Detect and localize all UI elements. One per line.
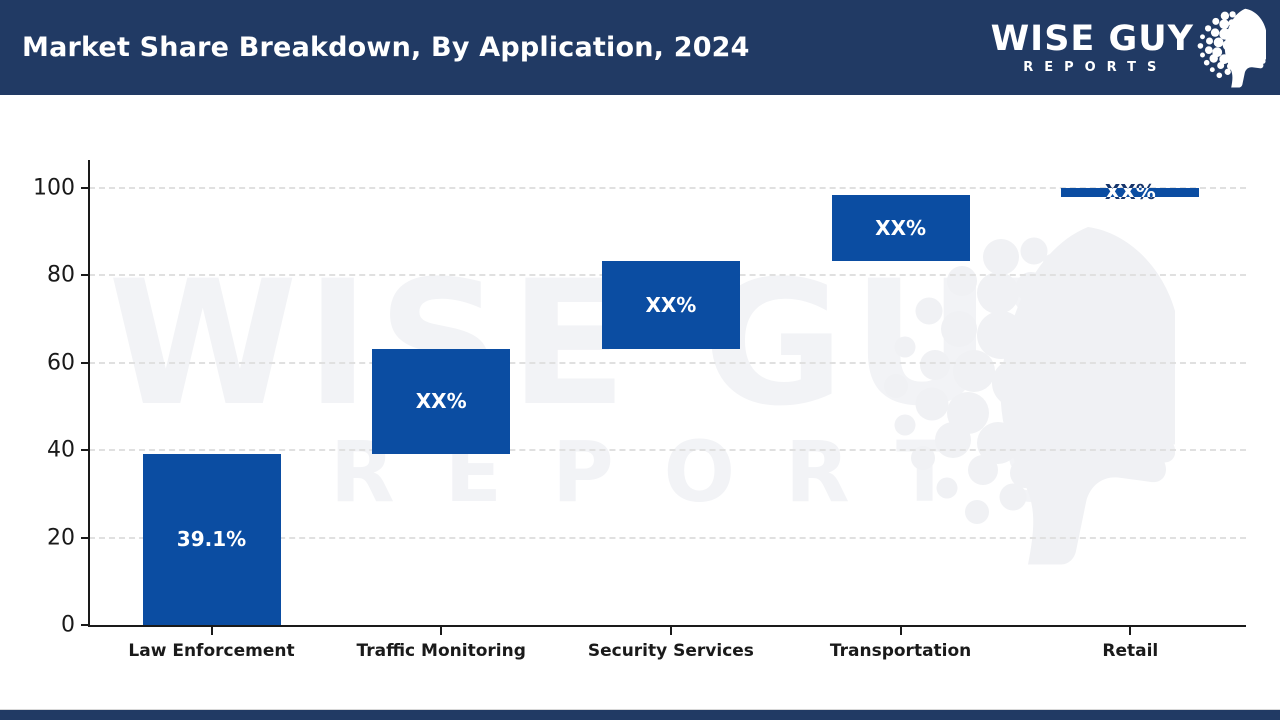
- wiseguy-logo: WISE GUY REPORTS: [991, 6, 1266, 90]
- gridline: [89, 186, 1246, 189]
- y-axis-tick-label: 60: [47, 350, 75, 375]
- x-axis-category-label: Traffic Monitoring: [356, 641, 526, 661]
- gridline: [89, 536, 1246, 539]
- x-axis-tick: [899, 627, 902, 635]
- bar-value-label: XX%: [415, 389, 467, 414]
- x-axis-tick: [440, 627, 443, 635]
- y-axis-tick: [81, 186, 89, 189]
- gridline: [89, 449, 1246, 451]
- header-bar: Market Share Breakdown, By Application, …: [0, 0, 1280, 95]
- logo-head-icon: [1197, 8, 1266, 88]
- bar: XX%: [372, 348, 511, 454]
- logo-wordmark: WISE GUY REPORTS: [990, 18, 1194, 75]
- y-axis-tick: [81, 449, 89, 451]
- footer-bar: [0, 710, 1280, 720]
- y-axis-tick-label: 80: [47, 262, 75, 288]
- bottom-divider: [0, 709, 1280, 710]
- watermark-head-icon: [884, 227, 1175, 565]
- bar-value-label: XX%: [645, 292, 697, 317]
- bar: XX%: [1061, 187, 1200, 198]
- y-axis-tick: [81, 361, 89, 364]
- y-axis-tick-label: 20: [47, 525, 75, 550]
- y-axis-tick: [81, 624, 89, 626]
- logo-subtitle-text: REPORTS: [1023, 59, 1168, 75]
- gridline: [89, 361, 1246, 364]
- x-axis-tick: [1129, 627, 1132, 635]
- y-axis-line: [88, 160, 90, 627]
- y-axis-tick-label: 40: [47, 437, 75, 463]
- y-axis-tick-label: 100: [33, 175, 75, 200]
- x-axis-category-label: Security Services: [587, 641, 754, 661]
- x-axis-category-label: Law Enforcement: [128, 641, 295, 661]
- bar-value-label: 39.1%: [176, 527, 247, 552]
- x-axis-category-label: Transportation: [829, 641, 972, 661]
- bar-value-label: XX%: [1105, 188, 1156, 198]
- y-axis-tick: [81, 536, 89, 539]
- x-axis-tick: [669, 627, 672, 635]
- bar: XX%: [831, 195, 970, 261]
- bar: 39.1%: [142, 453, 281, 625]
- y-axis-tick-label: 0: [61, 612, 75, 638]
- bar: XX%: [601, 261, 740, 349]
- x-axis-tick: [210, 627, 213, 635]
- bar-value-label: XX%: [875, 216, 927, 241]
- x-axis-category-label: Retail: [1102, 641, 1159, 661]
- logo-title-text: WISE GUY: [990, 18, 1194, 59]
- x-axis-line: [88, 625, 1246, 627]
- page-title: Market Share Breakdown, By Application, …: [22, 32, 750, 63]
- y-axis-tick: [81, 274, 89, 276]
